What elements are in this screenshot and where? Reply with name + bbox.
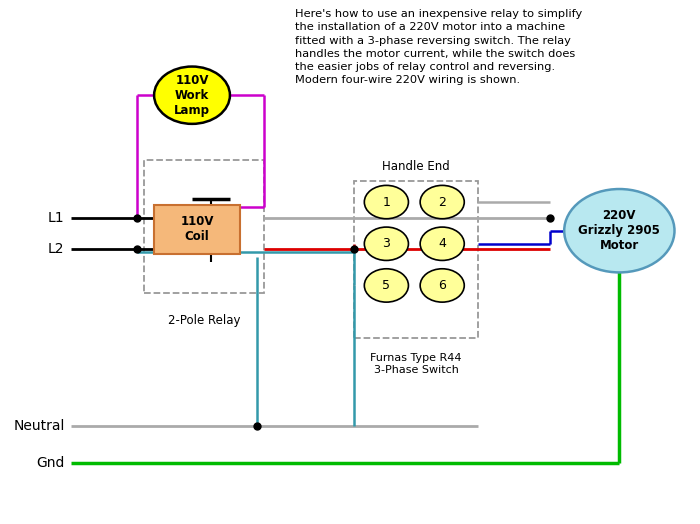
Text: 1: 1: [382, 195, 391, 209]
Text: 4: 4: [438, 237, 446, 250]
Text: 110V
Work
Lamp: 110V Work Lamp: [174, 74, 210, 117]
Text: 2: 2: [438, 195, 446, 209]
Text: L2: L2: [48, 242, 64, 256]
Text: Furnas Type R44
3-Phase Switch: Furnas Type R44 3-Phase Switch: [370, 353, 462, 375]
Text: 220V
Grizzly 2905
Motor: 220V Grizzly 2905 Motor: [578, 209, 660, 252]
Circle shape: [364, 269, 408, 302]
Text: 5: 5: [382, 279, 391, 292]
Circle shape: [420, 227, 464, 260]
Bar: [144, 160, 265, 293]
Bar: [354, 181, 478, 337]
Circle shape: [364, 185, 408, 219]
Text: L1: L1: [48, 211, 64, 225]
Text: Neutral: Neutral: [13, 419, 64, 433]
Text: Handle End: Handle End: [382, 160, 450, 173]
Text: 3: 3: [382, 237, 391, 250]
FancyBboxPatch shape: [154, 205, 240, 254]
Text: Here's how to use an inexpensive relay to simplify
the installation of a 220V mo: Here's how to use an inexpensive relay t…: [295, 9, 582, 85]
Circle shape: [420, 269, 464, 302]
Text: 110V
Coil: 110V Coil: [181, 215, 214, 244]
Circle shape: [154, 67, 230, 124]
Circle shape: [364, 227, 408, 260]
Text: Gnd: Gnd: [36, 456, 64, 470]
Circle shape: [420, 185, 464, 219]
Text: 6: 6: [438, 279, 446, 292]
Circle shape: [564, 189, 675, 272]
Text: 2-Pole Relay: 2-Pole Relay: [168, 314, 240, 327]
